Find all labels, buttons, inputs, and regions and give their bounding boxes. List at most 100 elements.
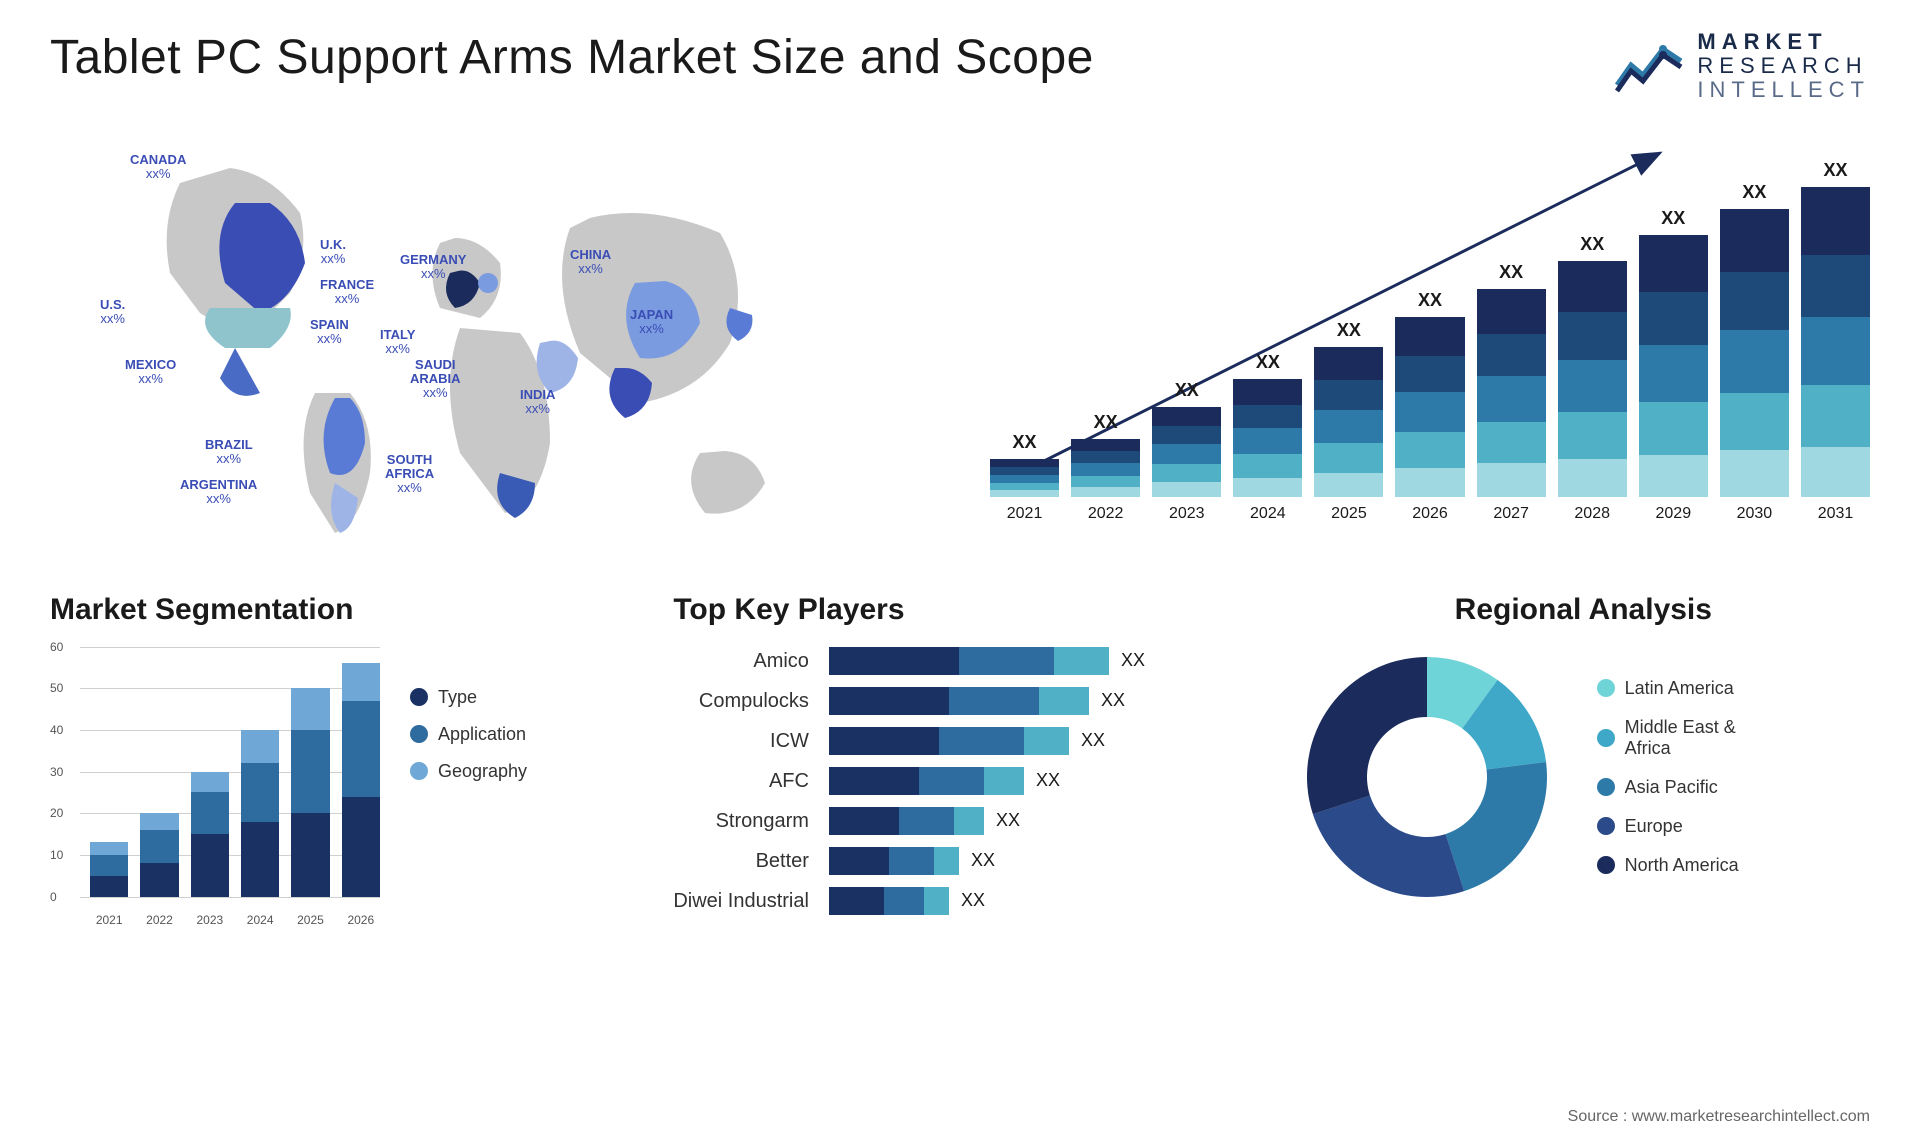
seg-xlabel: 2023 — [191, 913, 229, 927]
seg-bar — [241, 730, 279, 897]
country-label: BRAZILxx% — [205, 438, 253, 467]
segmentation-chart: 0102030405060 202120222023202420252026 — [50, 647, 380, 927]
seg-xlabel: 2022 — [140, 913, 178, 927]
legend-item: Type — [410, 687, 527, 708]
segmentation-legend: Type Application Geography — [410, 647, 527, 927]
legend-item: Latin America — [1597, 678, 1739, 699]
growth-chart: XX2021XX2022XX2023XX2024XX2025XX2026XX20… — [990, 133, 1870, 553]
player-value: XX — [1121, 650, 1145, 671]
player-name: Amico — [673, 647, 809, 675]
donut-slice — [1307, 657, 1427, 814]
country-label: JAPANxx% — [630, 308, 673, 337]
logo-icon — [1613, 37, 1685, 95]
player-bars: XXXXXXXXXXXXXX — [829, 647, 1247, 915]
growth-bar-year: 2031 — [1818, 505, 1854, 523]
donut-slice — [1313, 795, 1464, 896]
growth-bar-year: 2025 — [1331, 505, 1367, 523]
player-row: XX — [829, 807, 1247, 835]
seg-ytick: 0 — [50, 890, 57, 904]
growth-bar-value: XX — [1256, 352, 1280, 373]
growth-bar-value: XX — [1580, 234, 1604, 255]
growth-bar-year: 2026 — [1412, 505, 1448, 523]
legend-item: North America — [1597, 855, 1739, 876]
seg-bar — [291, 688, 329, 896]
seg-bar — [342, 663, 380, 896]
country-label: INDIAxx% — [520, 388, 555, 417]
country-label: GERMANYxx% — [400, 253, 466, 282]
player-value: XX — [1101, 690, 1125, 711]
regional-panel: Regional Analysis Latin America Middle Ea… — [1297, 593, 1870, 927]
country-label: CHINAxx% — [570, 248, 611, 277]
player-row: XX — [829, 767, 1247, 795]
player-value: XX — [996, 810, 1020, 831]
growth-bar-value: XX — [1013, 432, 1037, 453]
growth-bar: XX2029 — [1639, 208, 1708, 523]
player-row: XX — [829, 887, 1247, 915]
player-name: Better — [673, 847, 809, 875]
growth-bar: XX2031 — [1801, 160, 1870, 523]
legend-item: Application — [410, 724, 527, 745]
country-label: SOUTHAFRICAxx% — [385, 453, 434, 496]
growth-bar-value: XX — [1418, 290, 1442, 311]
growth-bar-year: 2028 — [1574, 505, 1610, 523]
legend-item: Geography — [410, 761, 527, 782]
seg-ytick: 60 — [50, 640, 63, 654]
brand-logo: MARKET RESEARCH INTELLECT — [1613, 30, 1870, 103]
growth-bar: XX 2022 — [1071, 412, 1140, 523]
country-label: ITALYxx% — [380, 328, 415, 357]
growth-bar-value: XX — [1337, 320, 1361, 341]
growth-bar-year: 2027 — [1493, 505, 1529, 523]
growth-bar-year: 2023 — [1169, 505, 1205, 523]
player-row: XX — [829, 847, 1247, 875]
seg-ytick: 20 — [50, 806, 63, 820]
country-label: SAUDIARABIAxx% — [410, 358, 461, 401]
player-names: Amico Compulocks ICW AFC Strongarm Better Diwe… — [673, 647, 809, 915]
growth-bar-value: XX — [1094, 412, 1118, 433]
player-name: Diwei Industrial — [673, 887, 809, 915]
regional-donut — [1297, 647, 1557, 907]
seg-ytick: 40 — [50, 723, 63, 737]
player-value: XX — [971, 850, 995, 871]
growth-bar-year: 2024 — [1250, 505, 1286, 523]
logo-text-3: INTELLECT — [1697, 78, 1870, 102]
seg-ytick: 50 — [50, 681, 63, 695]
legend-item: Middle East &Africa — [1597, 717, 1739, 759]
growth-bar: XX2023 — [1152, 380, 1221, 523]
legend-item: Asia Pacific — [1597, 777, 1739, 798]
legend-item: Europe — [1597, 816, 1739, 837]
seg-xlabel: 2024 — [241, 913, 279, 927]
player-name: ICW — [673, 727, 809, 755]
seg-xlabel: 2026 — [342, 913, 380, 927]
growth-bar: XX 2021 — [990, 432, 1059, 523]
country-label: U.K.xx% — [320, 238, 346, 267]
seg-bar — [191, 772, 229, 897]
player-value: XX — [1036, 770, 1060, 791]
growth-bar: XX 2026 — [1395, 290, 1464, 523]
player-name: Strongarm — [673, 807, 809, 835]
growth-bar-year: 2022 — [1088, 505, 1124, 523]
logo-text-1: MARKET — [1697, 30, 1870, 54]
growth-bar: XX 2024 — [1233, 352, 1302, 523]
world-map: CANADAxx%U.S.xx%MEXICOxx%BRAZILxx%ARGENT… — [50, 133, 930, 553]
growth-bar-year: 2030 — [1737, 505, 1773, 523]
source-footer: Source : www.marketresearchintellect.com — [1568, 1108, 1870, 1126]
player-row: XX — [829, 687, 1247, 715]
country-label: U.S.xx% — [100, 298, 125, 327]
seg-ytick: 10 — [50, 848, 63, 862]
seg-xlabel: 2021 — [90, 913, 128, 927]
growth-bar: XX 2025 — [1314, 320, 1383, 523]
player-name: Compulocks — [673, 687, 809, 715]
growth-bar-year: 2021 — [1007, 505, 1043, 523]
player-row: XX — [829, 727, 1247, 755]
seg-bar — [140, 813, 178, 896]
player-name: AFC — [673, 767, 809, 795]
regional-title: Regional Analysis — [1297, 593, 1870, 627]
players-title: Top Key Players — [673, 593, 1246, 627]
player-value: XX — [961, 890, 985, 911]
seg-ytick: 30 — [50, 765, 63, 779]
header: Tablet PC Support Arms Market Size and S… — [50, 30, 1870, 103]
donut-slice — [1445, 762, 1546, 891]
segmentation-title: Market Segmentation — [50, 593, 623, 627]
growth-bar: XX2027 — [1477, 262, 1546, 523]
players-panel: Top Key Players Amico Compulocks ICW AFC Str… — [673, 593, 1246, 927]
